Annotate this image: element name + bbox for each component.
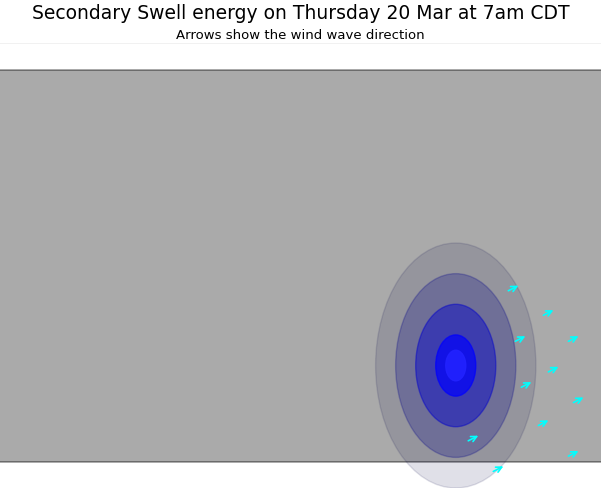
Circle shape: [436, 335, 476, 396]
FancyBboxPatch shape: [0, 71, 601, 462]
Text: Secondary Swell energy on Thursday 20 Mar at 7am CDT: Secondary Swell energy on Thursday 20 Ma…: [32, 4, 569, 23]
Circle shape: [376, 244, 536, 488]
Circle shape: [446, 350, 466, 381]
Circle shape: [395, 274, 516, 457]
Circle shape: [416, 305, 496, 427]
Text: Arrows show the wind wave direction: Arrows show the wind wave direction: [176, 28, 425, 41]
